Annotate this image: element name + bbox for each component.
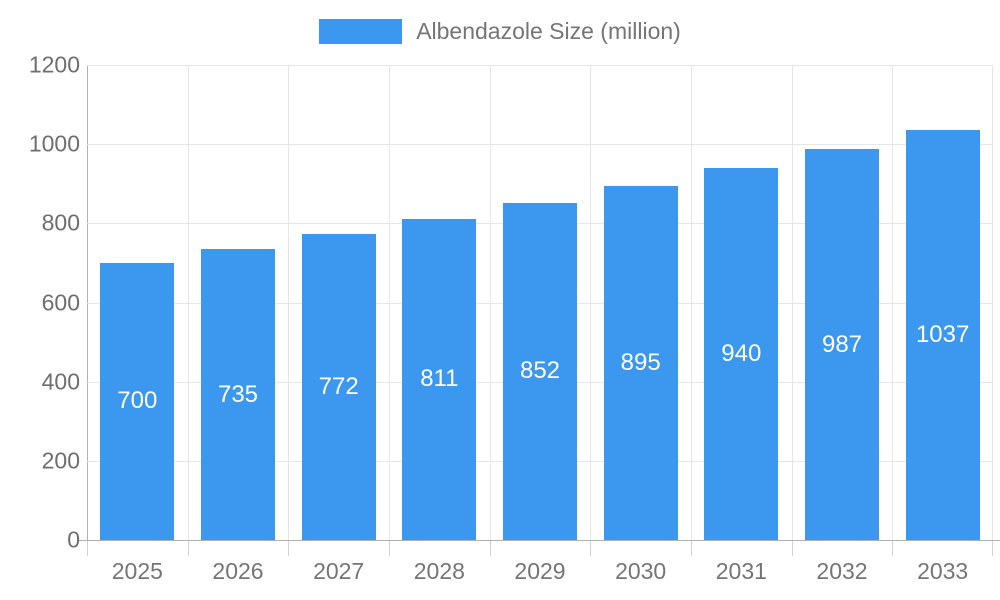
v-gridline [288, 65, 289, 540]
bar-2029[interactable]: 852 [503, 202, 577, 540]
v-gridline [792, 65, 793, 540]
v-gridline [992, 65, 993, 540]
x-axis-tick [892, 541, 893, 556]
x-axis-tick [992, 541, 993, 556]
x-axis-tick-label: 2032 [816, 558, 868, 584]
bar-2028[interactable]: 811 [402, 218, 477, 540]
x-axis-tick-label: 2025 [111, 558, 163, 584]
bar-value-label: 700 [117, 387, 158, 415]
legend-label: Albendazole Size (million) [416, 18, 681, 44]
bar-2031[interactable]: 940 [704, 167, 779, 540]
bar-value-label: 735 [217, 380, 259, 408]
x-axis-tick [490, 541, 491, 556]
x-axis-tick-label: 2027 [313, 558, 365, 584]
x-axis-tick [389, 541, 390, 556]
x-axis-line [78, 540, 1000, 541]
x-axis-tick-label: 2026 [212, 558, 264, 584]
bar-value-label: 772 [318, 373, 359, 401]
y-axis-tick-label: 0 [67, 526, 80, 553]
chart-legend: Albendazole Size (million) [0, 18, 1000, 45]
bar-2032[interactable]: 987 [805, 149, 879, 540]
x-axis-tick-label: 2031 [715, 558, 767, 584]
x-axis-tick-label: 2028 [413, 558, 465, 584]
bar-value-label: 1037 [915, 320, 970, 348]
x-axis-tick-label: 2033 [917, 558, 969, 584]
bar-value-label: 940 [721, 339, 762, 367]
v-gridline [691, 65, 692, 540]
bar-2027[interactable]: 772 [301, 234, 376, 540]
x-axis-tick-label: 2030 [615, 558, 667, 584]
h-gridline [87, 144, 993, 146]
v-gridline [590, 65, 591, 540]
y-axis-tick-label: 800 [41, 209, 80, 236]
bar-2026[interactable]: 735 [201, 249, 275, 540]
x-axis-tick [288, 541, 289, 556]
y-axis-tick-label: 200 [41, 447, 80, 474]
bar-value-label: 811 [420, 365, 459, 393]
bar-value-label: 852 [519, 357, 561, 385]
x-axis-tick-label: 2029 [514, 558, 566, 584]
legend-swatch [319, 19, 403, 44]
x-axis-tick [792, 541, 793, 556]
bar-value-label: 987 [821, 330, 863, 358]
x-axis-tick [590, 541, 591, 556]
y-axis-tick-label: 1000 [28, 130, 80, 157]
bar-2033[interactable]: 1037 [905, 129, 980, 540]
v-gridline [188, 65, 189, 540]
x-axis-tick [691, 541, 692, 556]
y-axis-tick-label: 400 [41, 368, 80, 395]
plot-area: 700 735 772 811 852 895 940 987 1037 [87, 65, 993, 540]
x-axis-tick [188, 541, 189, 556]
v-gridline [892, 65, 893, 540]
bar-2030[interactable]: 895 [603, 185, 678, 540]
y-axis-tick-label: 600 [41, 289, 80, 315]
y-axis-tick-label: 1200 [28, 51, 80, 78]
x-axis-tick [87, 541, 88, 556]
h-gridline [87, 65, 993, 66]
bar-2025[interactable]: 700 [100, 262, 175, 540]
v-gridline [490, 65, 491, 540]
v-gridline [389, 65, 390, 540]
bar-value-label: 895 [620, 348, 661, 376]
